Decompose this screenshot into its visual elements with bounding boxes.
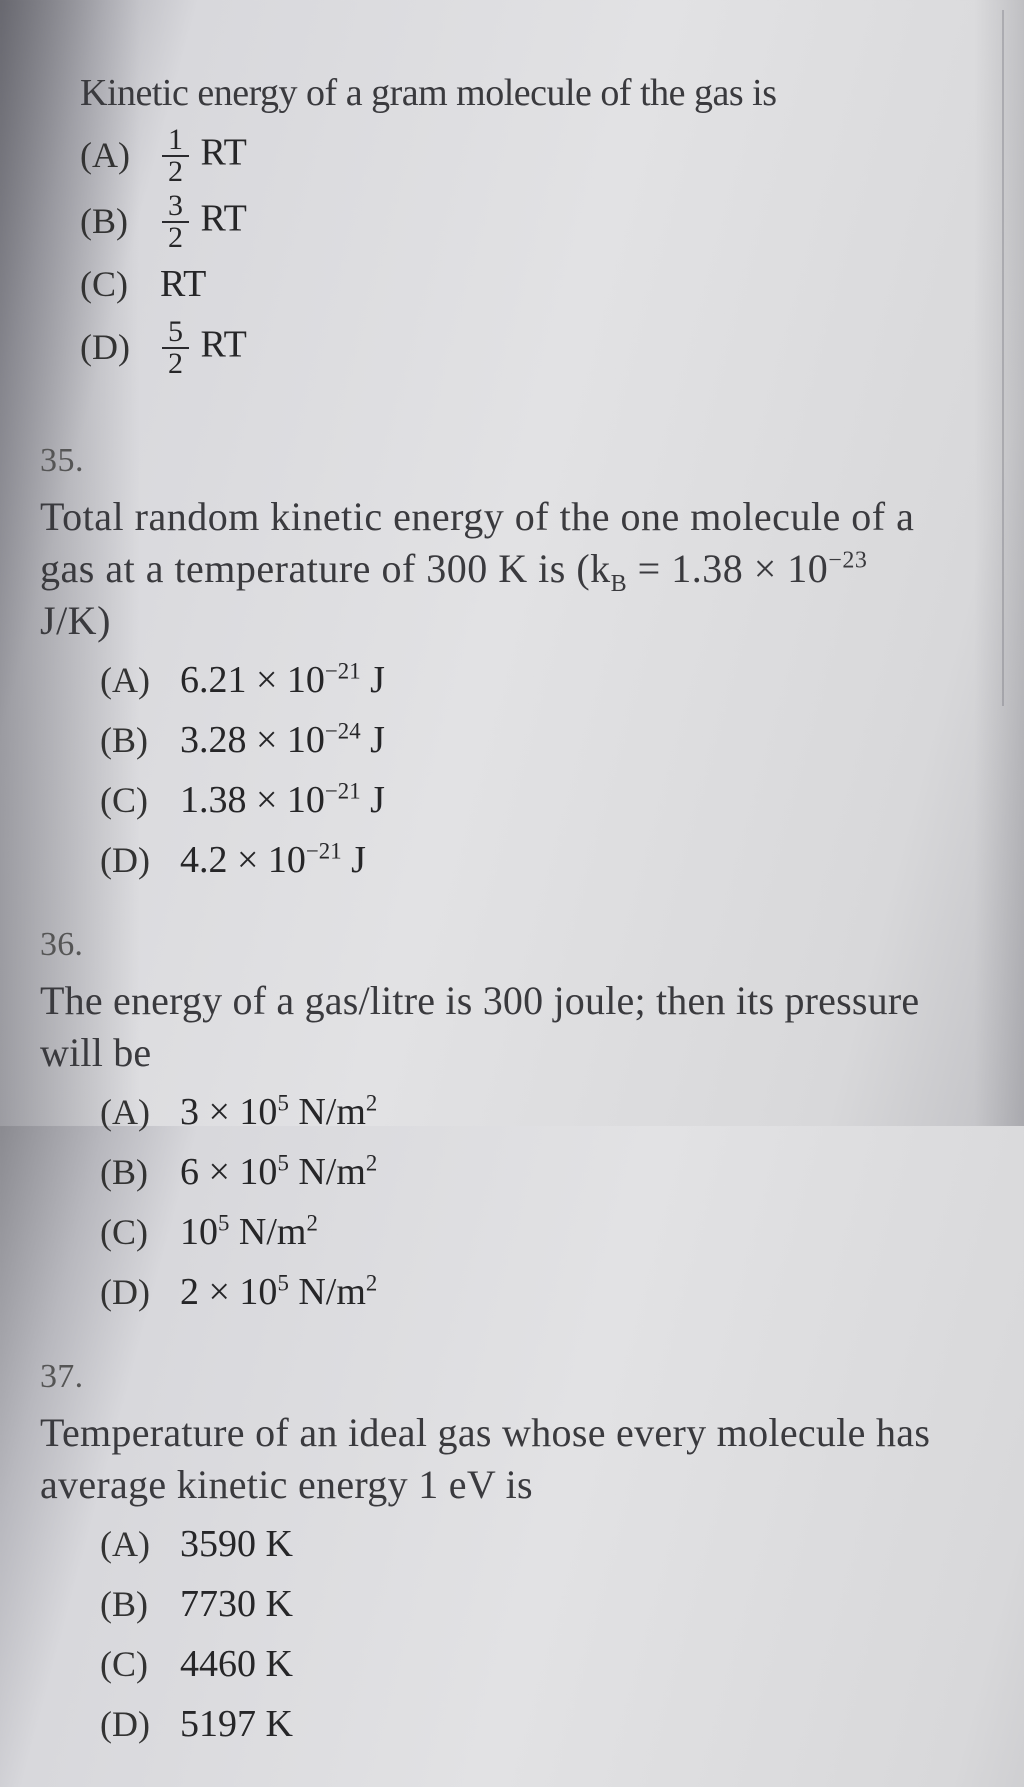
option-text: 6.21 × 10−21 J	[180, 656, 385, 705]
option-text: RT	[160, 260, 206, 309]
page-margin-line	[1002, 10, 1004, 706]
option-b: (B) 32 RT	[80, 191, 550, 253]
option-c: (C) 1.38 × 10−21 J	[100, 773, 570, 829]
option-d: (D) 2 × 105 N/m2	[100, 1265, 570, 1321]
option-label: (A)	[80, 132, 160, 179]
option-text: 12 RT	[160, 125, 247, 187]
question-stem: Total random kinetic energy of the one m…	[40, 491, 940, 647]
option-d: (D) 5197 K	[100, 1697, 570, 1753]
option-text: 6 × 105 N/m2	[180, 1148, 377, 1197]
option-text: 5197 K	[180, 1700, 293, 1749]
question-number: 37.	[40, 1355, 95, 1399]
option-label: (D)	[100, 837, 180, 884]
question-37: 37. Temperature of an ideal gas whose ev…	[40, 1355, 1000, 1757]
question-number: 36.	[40, 923, 95, 967]
option-a: (A) 3590 K	[100, 1517, 570, 1573]
question-stem: The energy of a gas/litre is 300 joule; …	[40, 975, 940, 1079]
option-label: (C)	[100, 1209, 180, 1256]
option-c: (C) 4460 K	[100, 1637, 570, 1693]
option-text: 4460 K	[180, 1640, 293, 1689]
option-label: (D)	[80, 324, 160, 371]
options-row: (A) 6.21 × 10−21 J (B) 3.28 × 10−24 J (C…	[100, 653, 1000, 893]
question-35: 35. Total random kinetic energy of the o…	[40, 439, 1000, 893]
option-text: 7730 K	[180, 1580, 293, 1629]
option-label: (B)	[100, 1581, 180, 1628]
option-label: (B)	[100, 1149, 180, 1196]
option-text: 4.2 × 10−21 J	[180, 836, 366, 885]
option-d: (D) 52 RT	[80, 317, 550, 379]
option-label: (D)	[100, 1701, 180, 1748]
option-label: (D)	[100, 1269, 180, 1316]
option-c: (C) RT	[80, 257, 550, 313]
option-a: (A) 3 × 105 N/m2	[100, 1085, 570, 1141]
option-label: (C)	[100, 1641, 180, 1688]
option-label: (C)	[80, 261, 160, 308]
option-b: (B) 7730 K	[100, 1577, 570, 1633]
option-a: (A) 6.21 × 10−21 J	[100, 653, 570, 709]
option-d: (D) 4.2 × 10−21 J	[100, 833, 570, 889]
options-row: (A) 3 × 105 N/m2 (B) 6 × 105 N/m2 (C) 10…	[100, 1085, 1000, 1325]
option-label: (A)	[100, 657, 180, 704]
question-number: 35.	[40, 439, 95, 483]
option-b: (B) 3.28 × 10−24 J	[100, 713, 570, 769]
option-b: (B) 6 × 105 N/m2	[100, 1145, 570, 1201]
question-34: 34. Kinetic energy of a gram molecule of…	[40, 20, 1000, 383]
option-text: 52 RT	[160, 317, 247, 379]
question-stem: Kinetic energy of a gram molecule of the…	[80, 69, 960, 118]
option-text: 105 N/m2	[180, 1208, 318, 1257]
options-row: (A) 3590 K (B) 7730 K (C) 4460 K (D) 519…	[100, 1517, 1000, 1757]
question-stem: Temperature of an ideal gas whose every …	[40, 1407, 940, 1511]
option-text: 3590 K	[180, 1520, 293, 1569]
question-36: 36. The energy of a gas/litre is 300 jou…	[40, 923, 1000, 1325]
option-label: (B)	[100, 717, 180, 764]
option-label: (B)	[80, 198, 160, 245]
option-c: (C) 105 N/m2	[100, 1205, 570, 1261]
options-row: (A) 12 RT (B) 32 RT (C) RT (D) 52 RT	[80, 125, 1000, 383]
option-text: 3 × 105 N/m2	[180, 1088, 377, 1137]
option-text: 32 RT	[160, 191, 247, 253]
option-text: 3.28 × 10−24 J	[180, 716, 385, 765]
page-content: 34. Kinetic energy of a gram molecule of…	[40, 20, 1000, 1787]
option-text: 1.38 × 10−21 J	[180, 776, 385, 825]
option-label: (A)	[100, 1089, 180, 1136]
option-a: (A) 12 RT	[80, 125, 550, 187]
option-label: (A)	[100, 1521, 180, 1568]
option-text: 2 × 105 N/m2	[180, 1268, 377, 1317]
option-label: (C)	[100, 777, 180, 824]
